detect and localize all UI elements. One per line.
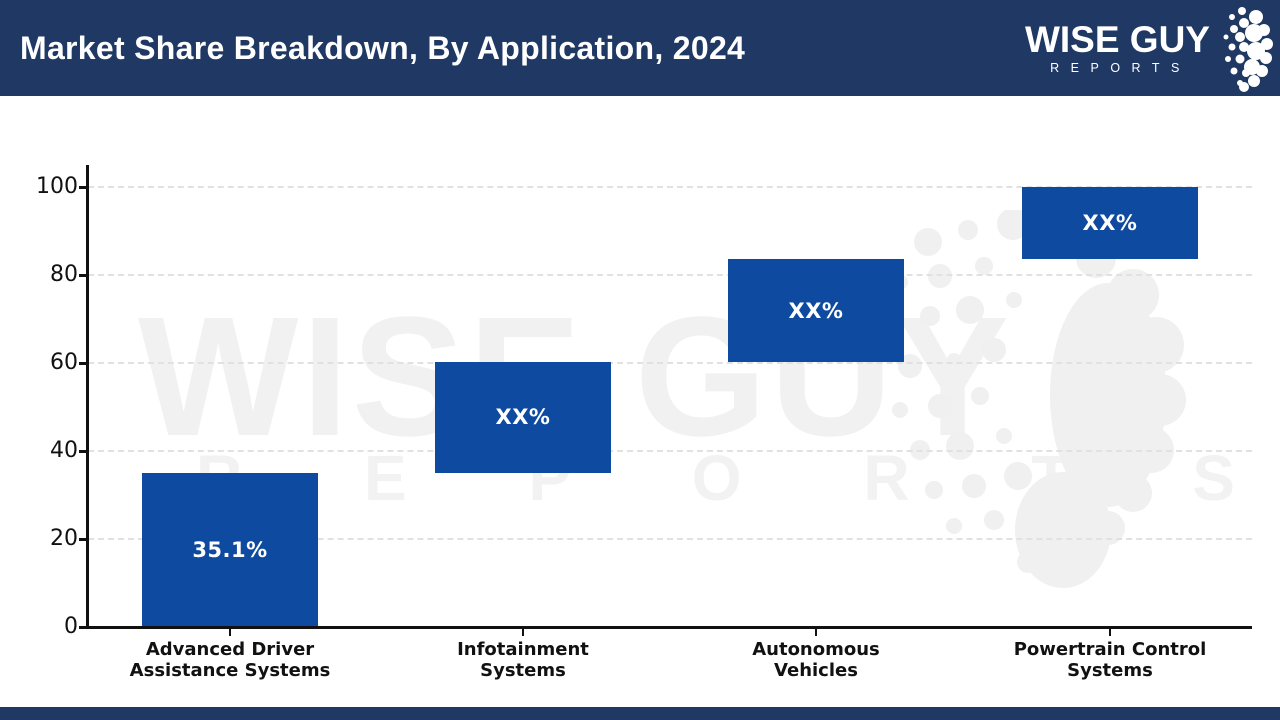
y-tick-mark-0 bbox=[79, 626, 88, 629]
y-tick-label-100: 100 bbox=[36, 174, 78, 199]
y-tick-label-20: 20 bbox=[50, 526, 78, 551]
y-tick-mark-40 bbox=[79, 450, 88, 453]
x-tick-mark-2 bbox=[814, 627, 818, 636]
y-tick-label-40: 40 bbox=[50, 438, 78, 463]
bar-segment: XX% bbox=[1022, 187, 1198, 260]
y-tick-label-60: 60 bbox=[50, 350, 78, 375]
page-title: Market Share Breakdown, By Application, … bbox=[20, 29, 746, 66]
x-category-label: Autonomous Vehicles bbox=[752, 639, 880, 681]
watermark-dotted-head bbox=[888, 210, 1186, 588]
x-category-label: Powertrain Control Systems bbox=[1013, 639, 1207, 681]
bar-segment: XX% bbox=[435, 362, 611, 473]
x-category-label: Advanced Driver Assistance Systems bbox=[129, 639, 331, 681]
x-axis-line bbox=[86, 625, 1252, 629]
bar-segment: XX% bbox=[728, 259, 904, 363]
bar-segment: 35.1% bbox=[142, 472, 318, 627]
gridline-60 bbox=[88, 362, 1252, 364]
dotted-head-icon bbox=[1223, 7, 1273, 92]
gridline-100 bbox=[88, 186, 1252, 188]
x-tick-mark-1 bbox=[521, 627, 525, 636]
brand-logo-text: WISE GUY REPORTS bbox=[1025, 21, 1210, 75]
footer-bar bbox=[0, 707, 1280, 720]
x-tick-mark-3 bbox=[1108, 627, 1112, 636]
brand-subname: REPORTS bbox=[1050, 61, 1191, 75]
brand-name: WISE GUY bbox=[1024, 19, 1210, 60]
x-category-label: Infotainment Systems bbox=[457, 639, 589, 681]
gridline-80 bbox=[88, 274, 1252, 276]
header-bar: Market Share Breakdown, By Application, … bbox=[0, 0, 1280, 96]
bar-value-label: XX% bbox=[788, 298, 844, 323]
y-tick-label-80: 80 bbox=[50, 262, 78, 287]
y-tick-mark-60 bbox=[79, 362, 88, 365]
y-axis-line bbox=[86, 165, 89, 629]
bar-value-label: 35.1% bbox=[192, 537, 268, 562]
y-tick-mark-100 bbox=[79, 186, 88, 189]
bar-value-label: XX% bbox=[495, 405, 551, 430]
bar-value-label: XX% bbox=[1082, 211, 1138, 236]
brand-logo: WISE GUY REPORTS bbox=[1012, 0, 1274, 96]
y-tick-label-0: 0 bbox=[64, 614, 78, 639]
y-tick-mark-80 bbox=[79, 274, 88, 277]
x-tick-mark-0 bbox=[228, 627, 232, 636]
gridline-20 bbox=[88, 538, 1252, 540]
y-tick-mark-20 bbox=[79, 538, 88, 541]
gridline-40 bbox=[88, 450, 1252, 452]
